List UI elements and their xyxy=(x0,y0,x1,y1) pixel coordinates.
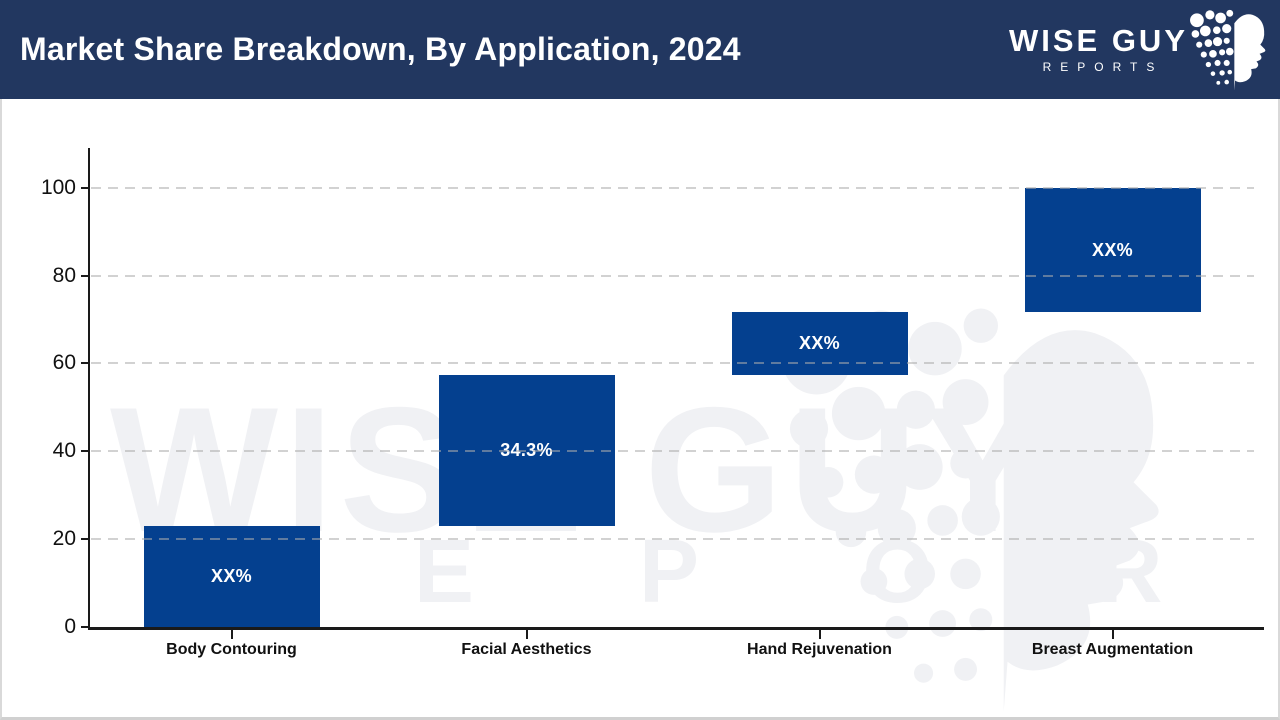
y-axis-tick-label: 100 xyxy=(40,175,76,199)
bar-breast-augmentation: XX% xyxy=(1024,187,1201,313)
x-axis-tick-hand-rejuvenation xyxy=(818,630,821,639)
y-axis-tick-60 xyxy=(81,362,90,365)
x-axis-tick-body-contouring xyxy=(230,630,233,639)
y-axis-tick-label: 20 xyxy=(52,527,76,551)
y-axis-tick-label: 0 xyxy=(64,615,76,638)
category-label-breast-augmentation: Breast Augmentation xyxy=(1031,641,1194,658)
y-axis-tick-100 xyxy=(81,186,90,189)
bar-body-contouring: XX% xyxy=(143,525,320,627)
y-axis-tick-label: 40 xyxy=(52,439,76,463)
bar-hand-rejuvenation: XX% xyxy=(731,312,908,376)
y-axis-tick-0 xyxy=(81,626,90,628)
chart-title: Market Share Breakdown, By Application, … xyxy=(20,31,741,67)
wise-guy-reports-logo: WISE GUY REPORTS xyxy=(1009,8,1268,92)
category-label-body-contouring: Body Contouring xyxy=(166,641,297,658)
y-axis-tick-80 xyxy=(81,274,90,277)
y-axis-tick-label: 60 xyxy=(52,351,76,375)
x-axis-line xyxy=(88,627,1264,630)
bar-facial-aesthetics: 34.3% xyxy=(438,375,615,526)
y-axis-tick-20 xyxy=(81,538,90,541)
category-label-facial-aesthetics: Facial Aesthetics xyxy=(461,641,592,658)
logo-text: WISE GUY REPORTS xyxy=(1009,25,1188,74)
bar-value-label: XX% xyxy=(799,333,840,354)
chart-plot-area: WISE GUY R E P O R T S 020406080100XX%Bo… xyxy=(2,99,1280,717)
bar-value-label: XX% xyxy=(211,565,252,586)
x-axis-tick-facial-aesthetics xyxy=(525,630,528,639)
y-axis-line xyxy=(88,147,90,629)
logo-subtitle: REPORTS xyxy=(1042,59,1164,74)
y-axis-tick-label: 80 xyxy=(52,263,76,287)
y-axis-tick-40 xyxy=(81,450,90,453)
bar-value-label: 34.3% xyxy=(500,440,553,461)
logo-wordmark: WISE GUY xyxy=(1008,23,1188,59)
category-label-hand-rejuvenation: Hand Rejuvenation xyxy=(747,641,892,658)
x-axis-tick-breast-augmentation xyxy=(1111,630,1114,639)
header-banner: Market Share Breakdown, By Application, … xyxy=(0,0,1280,99)
bar-value-label: XX% xyxy=(1092,239,1133,260)
dotted-face-profile-icon xyxy=(1190,9,1266,90)
